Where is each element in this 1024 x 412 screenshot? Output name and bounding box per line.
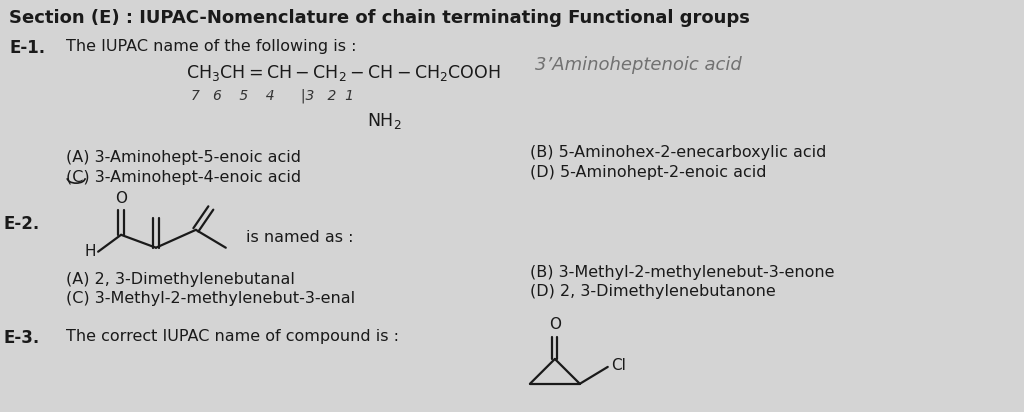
- Text: E-3.: E-3.: [3, 329, 40, 347]
- Text: is named as :: is named as :: [246, 230, 353, 245]
- Text: (C) 3-Aminohept-4-enoic acid: (C) 3-Aminohept-4-enoic acid: [67, 170, 301, 185]
- Text: The correct IUPAC name of compound is :: The correct IUPAC name of compound is :: [67, 329, 399, 344]
- Text: (B) 5-Aminohex-2-enecarboxylic acid: (B) 5-Aminohex-2-enecarboxylic acid: [530, 145, 826, 160]
- Text: (D) 2, 3-Dimethylenebutanone: (D) 2, 3-Dimethylenebutanone: [530, 284, 776, 300]
- Text: O: O: [549, 317, 561, 332]
- Text: E-1.: E-1.: [9, 39, 45, 57]
- Text: (C) 3-Methyl-2-methylenebut-3-enal: (C) 3-Methyl-2-methylenebut-3-enal: [67, 291, 355, 307]
- Text: 7   6    5    4      |3   2  1: 7 6 5 4 |3 2 1: [190, 89, 354, 103]
- Text: The IUPAC name of the following is :: The IUPAC name of the following is :: [67, 39, 356, 54]
- Text: $\mathrm{NH_2}$: $\mathrm{NH_2}$: [368, 111, 402, 131]
- Text: $\mathrm{CH_3CH=CH-CH_2-CH-CH_2COOH}$: $\mathrm{CH_3CH=CH-CH_2-CH-CH_2COOH}$: [186, 63, 501, 83]
- Text: 3’Aminoheptenoic acid: 3’Aminoheptenoic acid: [535, 56, 741, 74]
- Text: Section (E) : IUPAC-Nomenclature of chain terminating Functional groups: Section (E) : IUPAC-Nomenclature of chai…: [9, 9, 751, 27]
- Text: (D) 5-Aminohept-2-enoic acid: (D) 5-Aminohept-2-enoic acid: [530, 165, 766, 180]
- Text: (A) 2, 3-Dimethylenebutanal: (A) 2, 3-Dimethylenebutanal: [67, 272, 295, 287]
- Text: O: O: [115, 191, 127, 206]
- Text: Cl: Cl: [610, 358, 626, 373]
- Text: H: H: [85, 244, 96, 259]
- Text: E-2.: E-2.: [3, 215, 40, 233]
- Text: (A) 3-Aminohept-5-enoic acid: (A) 3-Aminohept-5-enoic acid: [67, 150, 301, 165]
- Text: (B) 3-Methyl-2-methylenebut-3-enone: (B) 3-Methyl-2-methylenebut-3-enone: [530, 265, 835, 280]
